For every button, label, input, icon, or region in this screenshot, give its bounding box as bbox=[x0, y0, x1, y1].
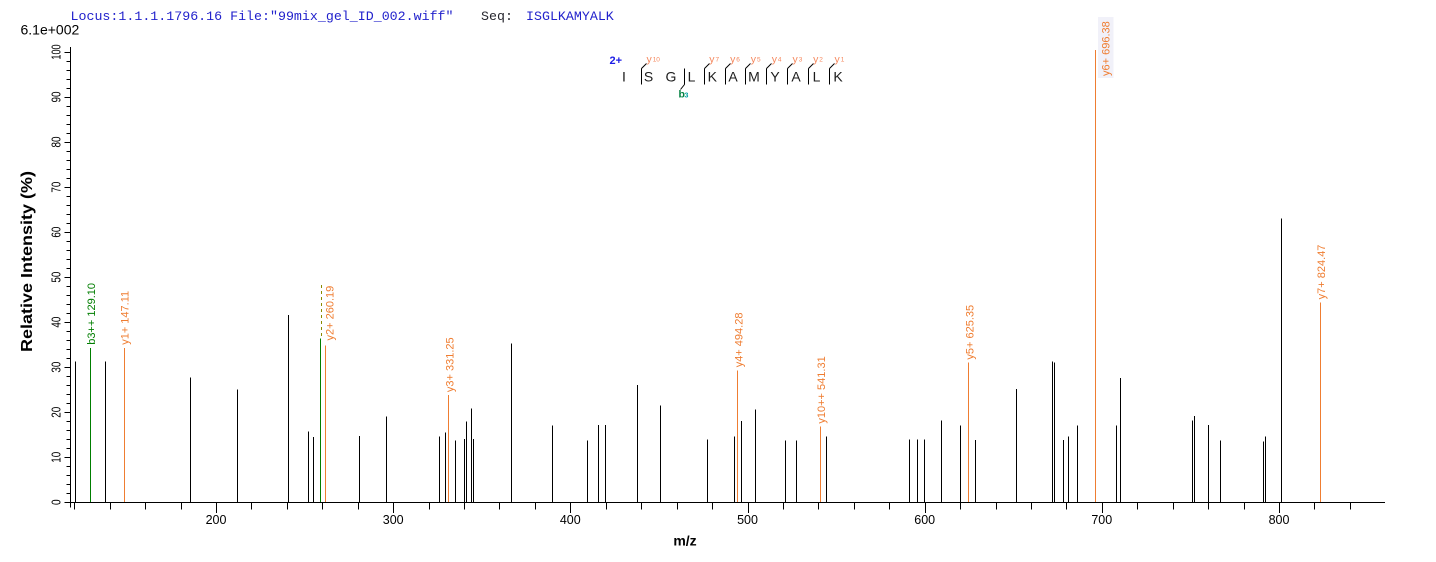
svg-text:600: 600 bbox=[914, 513, 935, 527]
svg-text:20: 20 bbox=[49, 407, 64, 418]
svg-text:3: 3 bbox=[685, 93, 689, 100]
svg-text:Locus:1.1.1.1796.16 File:"99mi: Locus:1.1.1.1796.16 File:"99mix_gel_ID_0… bbox=[71, 9, 454, 24]
svg-text:6.1e+002: 6.1e+002 bbox=[21, 21, 80, 37]
svg-text:30: 30 bbox=[49, 362, 64, 373]
svg-text:M: M bbox=[748, 69, 760, 85]
svg-text:500: 500 bbox=[737, 513, 758, 527]
svg-text:b3++ 129.10: b3++ 129.10 bbox=[86, 283, 98, 345]
svg-text:300: 300 bbox=[383, 513, 404, 527]
svg-text:y: y bbox=[647, 54, 653, 66]
svg-text:y: y bbox=[813, 54, 819, 66]
svg-text:K: K bbox=[833, 69, 843, 85]
svg-text:4: 4 bbox=[778, 56, 782, 63]
svg-text:60: 60 bbox=[49, 227, 64, 238]
svg-text:G: G bbox=[666, 69, 677, 85]
svg-text:y7+ 824.47: y7+ 824.47 bbox=[1316, 245, 1328, 300]
svg-text:400: 400 bbox=[560, 513, 581, 527]
svg-text:L: L bbox=[688, 69, 696, 85]
svg-text:y: y bbox=[751, 54, 757, 66]
svg-text:y10++ 541.31: y10++ 541.31 bbox=[816, 356, 828, 423]
svg-text:y: y bbox=[835, 54, 841, 66]
svg-text:100: 100 bbox=[49, 44, 64, 59]
svg-text:1: 1 bbox=[841, 56, 845, 63]
svg-text:y: y bbox=[772, 54, 778, 66]
svg-text:y3+ 331.25: y3+ 331.25 bbox=[444, 337, 456, 392]
svg-text:y2+ 260.19: y2+ 260.19 bbox=[324, 286, 336, 341]
svg-text:700: 700 bbox=[1091, 513, 1112, 527]
svg-text:80: 80 bbox=[49, 137, 64, 148]
svg-text:2+: 2+ bbox=[610, 55, 623, 67]
svg-text:y: y bbox=[793, 54, 799, 66]
svg-text:10: 10 bbox=[653, 56, 661, 63]
svg-text:Y: Y bbox=[770, 69, 780, 85]
svg-text:A: A bbox=[791, 69, 801, 85]
svg-text:7: 7 bbox=[716, 56, 720, 63]
svg-text:800: 800 bbox=[1269, 513, 1290, 527]
svg-text:5: 5 bbox=[757, 56, 761, 63]
svg-text:6: 6 bbox=[736, 56, 740, 63]
svg-text:S: S bbox=[644, 69, 653, 85]
svg-text:y6+ 696.38: y6+ 696.38 bbox=[1101, 21, 1113, 76]
svg-text:L: L bbox=[813, 69, 821, 85]
svg-text:m/z: m/z bbox=[673, 533, 696, 549]
svg-text:2: 2 bbox=[819, 56, 823, 63]
svg-text:Relative Intensity (%): Relative Intensity (%) bbox=[19, 171, 36, 352]
svg-text:Seq:: Seq: bbox=[481, 9, 513, 24]
svg-text:ISGLKAMYALK: ISGLKAMYALK bbox=[526, 9, 614, 24]
svg-text:y5+ 625.35: y5+ 625.35 bbox=[964, 305, 976, 360]
svg-text:y4+ 494.28: y4+ 494.28 bbox=[733, 313, 745, 368]
svg-text:K: K bbox=[708, 69, 718, 85]
svg-text:0: 0 bbox=[49, 499, 64, 505]
svg-text:y: y bbox=[709, 54, 715, 66]
svg-text:I: I bbox=[622, 69, 626, 85]
svg-text:50: 50 bbox=[49, 272, 64, 283]
svg-text:b: b bbox=[679, 89, 685, 101]
svg-text:A: A bbox=[728, 69, 738, 85]
svg-text:y: y bbox=[730, 54, 736, 66]
svg-text:10: 10 bbox=[49, 452, 64, 463]
svg-text:90: 90 bbox=[49, 92, 64, 103]
svg-text:3: 3 bbox=[799, 56, 803, 63]
svg-text:200: 200 bbox=[206, 513, 227, 527]
svg-text:70: 70 bbox=[49, 182, 64, 193]
svg-text:40: 40 bbox=[49, 317, 64, 328]
svg-text:y1+ 147.11: y1+ 147.11 bbox=[120, 291, 132, 345]
